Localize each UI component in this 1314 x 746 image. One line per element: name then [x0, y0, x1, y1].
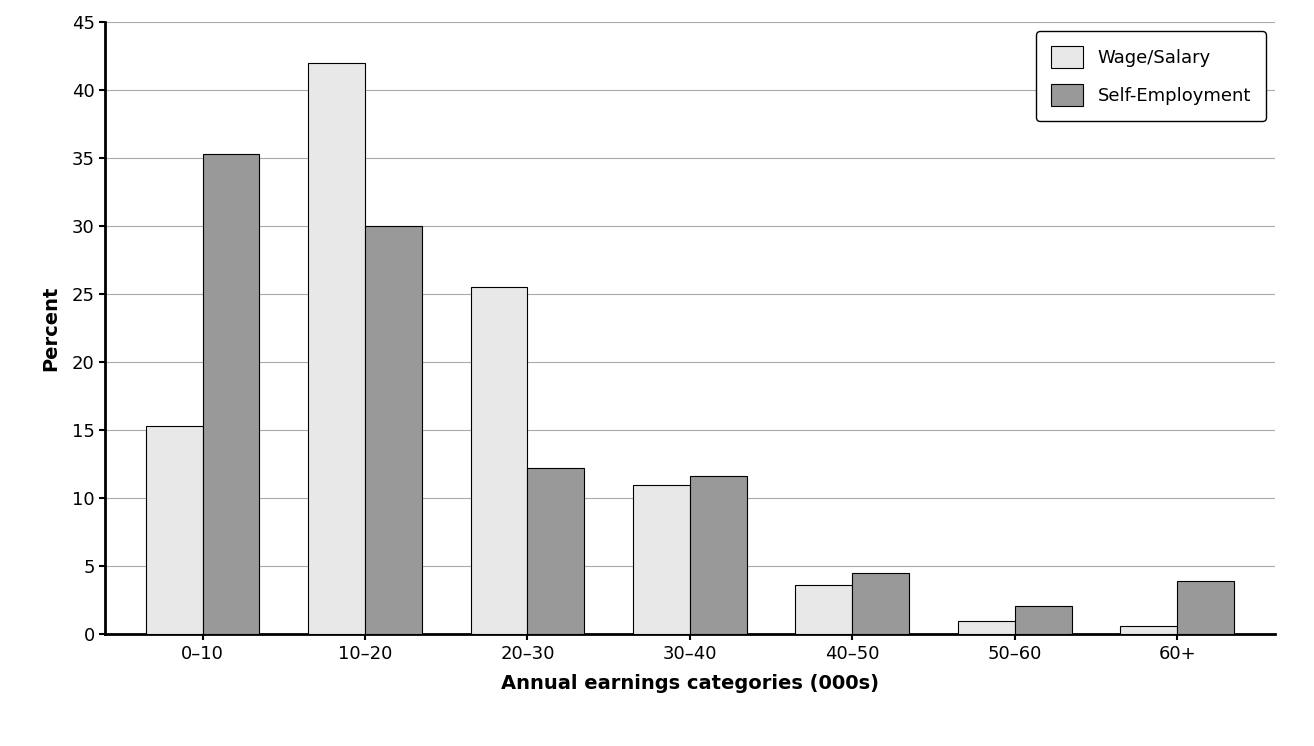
Bar	[1121, 626, 1177, 634]
Bar	[633, 485, 690, 634]
Legend: Wage/Salary, Self-Employment: Wage/Salary, Self-Employment	[1037, 31, 1265, 121]
Bar	[1014, 606, 1071, 634]
X-axis label: Annual earnings categories (000s): Annual earnings categories (000s)	[501, 674, 879, 692]
Bar	[527, 468, 585, 634]
Bar	[1177, 581, 1234, 634]
Bar	[853, 573, 909, 634]
Bar	[795, 585, 853, 634]
Bar	[958, 621, 1014, 634]
Bar	[690, 477, 746, 634]
Bar	[470, 287, 527, 634]
Y-axis label: Percent: Percent	[42, 286, 60, 371]
Bar	[146, 426, 202, 634]
Bar	[309, 63, 365, 634]
Bar	[202, 154, 259, 634]
Bar	[365, 226, 422, 634]
